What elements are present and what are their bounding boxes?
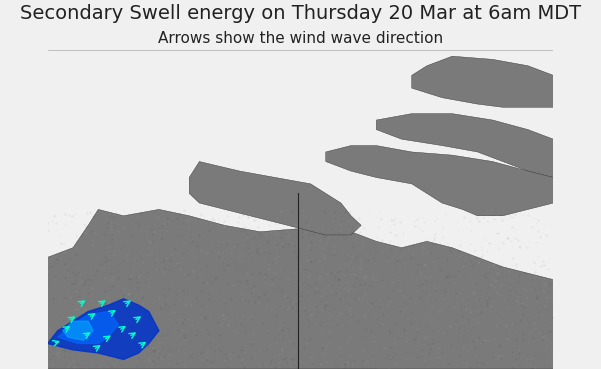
Polygon shape <box>47 299 159 359</box>
Text: Arrows show the wind wave direction: Arrows show the wind wave direction <box>158 31 443 46</box>
Polygon shape <box>58 311 118 344</box>
Polygon shape <box>63 321 93 340</box>
Text: Secondary Swell energy on Thursday 20 Mar at 6am MDT: Secondary Swell energy on Thursday 20 Ma… <box>20 4 581 24</box>
